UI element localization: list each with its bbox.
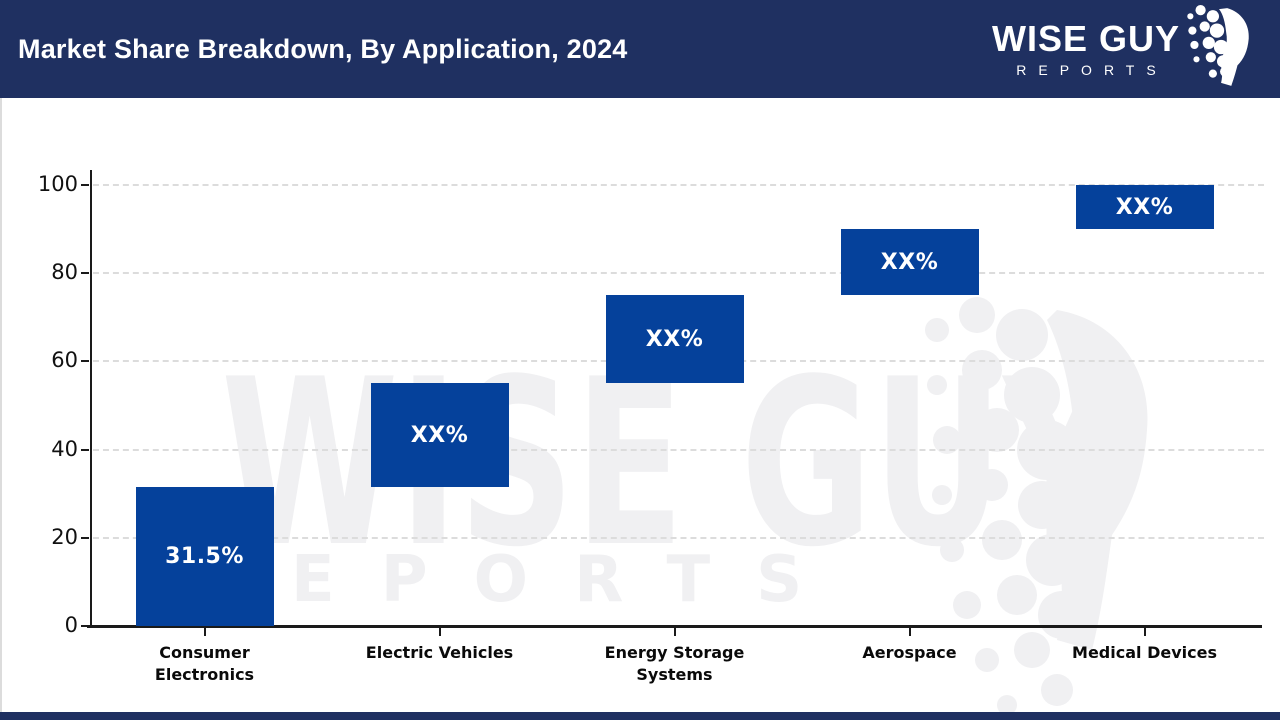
brand-name: WISE GUY — [991, 18, 1180, 59]
y-tick-mark — [81, 536, 89, 539]
bar-2: XX% — [370, 383, 509, 488]
y-tick-label: 40 — [51, 436, 78, 461]
bar-value-label: XX% — [645, 326, 704, 352]
category-label: Medical Devices — [1072, 643, 1217, 662]
y-tick-mark — [81, 272, 89, 275]
category-label: Aerospace — [862, 643, 957, 662]
gridline-80 — [93, 272, 1264, 275]
category-label: Electric Vehicles — [365, 643, 514, 662]
bar-value-label: 31.5% — [165, 544, 244, 570]
y-tick-label: 100 — [37, 172, 78, 196]
x-tick-mark — [1143, 628, 1146, 636]
x-tick-mark — [673, 628, 676, 636]
y-tick-mark — [81, 625, 89, 627]
brand-subname: REPORTS — [1016, 62, 1168, 78]
footer-strip — [0, 712, 1280, 720]
x-tick-mark — [438, 628, 441, 636]
gridline-40 — [93, 448, 1264, 451]
category-label: Consumer Electronics — [154, 643, 255, 684]
bar-3: XX% — [605, 295, 744, 384]
header: Market Share Breakdown, By Application, … — [0, 0, 1280, 98]
y-tick-mark — [81, 448, 89, 451]
bar-value-label: XX% — [1115, 194, 1174, 220]
y-tick-label: 20 — [51, 524, 78, 549]
y-axis-line — [90, 170, 92, 626]
bar-5: XX% — [1075, 185, 1214, 230]
brand-logo: WISE GUY REPORTS — [992, 4, 1254, 94]
y-tick-label: 80 — [51, 260, 78, 285]
y-tick-label: 60 — [51, 348, 78, 373]
watermark-title: WISE GUY — [221, 331, 1120, 598]
y-tick-label: 0 — [64, 613, 78, 637]
bar-4: XX% — [840, 229, 979, 296]
x-tick-mark — [203, 628, 206, 636]
gridline-100 — [93, 184, 1264, 186]
category-label: Energy Storage Systems — [604, 643, 745, 684]
gridline-20 — [93, 536, 1264, 539]
x-axis-line — [87, 625, 1262, 628]
y-tick-mark — [81, 184, 89, 186]
brand-logo-text: WISE GUY REPORTS — [991, 18, 1180, 78]
y-tick-mark — [81, 360, 89, 363]
bar-value-label: XX% — [880, 249, 939, 275]
chart-area: WISE GUY REPORTS — [0, 98, 1280, 712]
logo-head-icon — [1182, 4, 1254, 94]
bar-1: 31.5% — [135, 487, 274, 626]
chart-title: Market Share Breakdown, By Application, … — [18, 33, 628, 64]
x-tick-mark — [908, 628, 911, 636]
bar-value-label: XX% — [410, 422, 469, 448]
